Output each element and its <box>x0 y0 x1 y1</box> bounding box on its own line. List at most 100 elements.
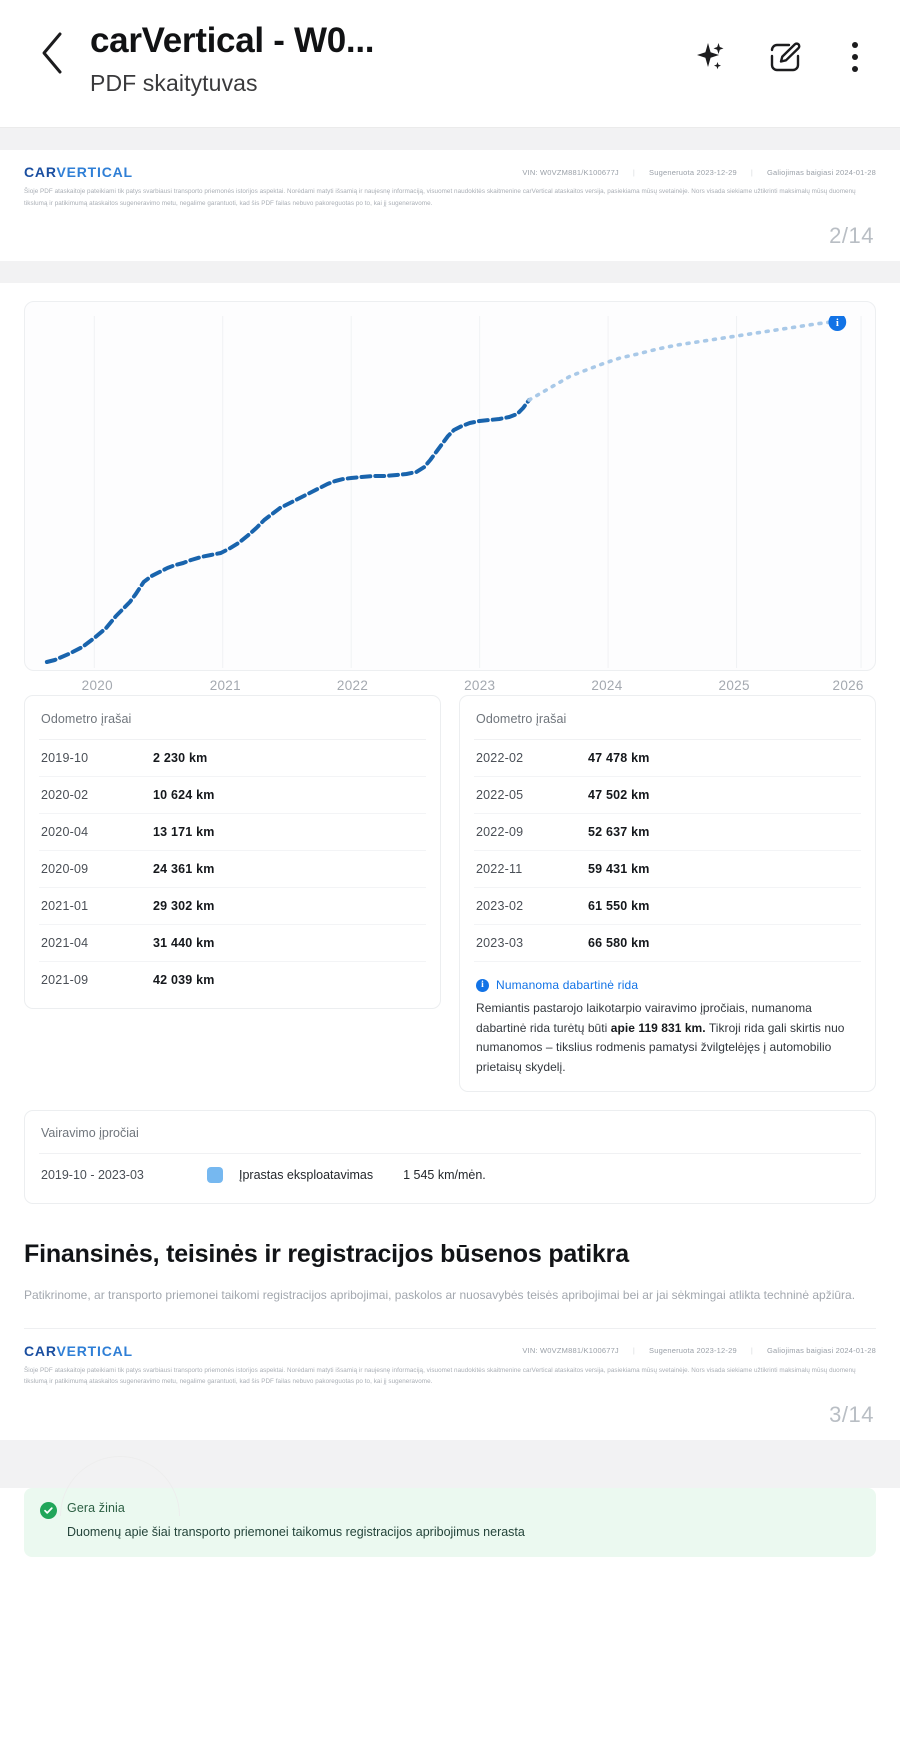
odometer-left-title: Odometro įrašai <box>39 696 426 741</box>
odometer-right-title: Odometro įrašai <box>474 696 861 741</box>
report-meta: VIN: W0VZM881/K100677J | Sugeneruota 202… <box>522 1346 876 1355</box>
driving-habits-label: Įprastas eksploatavimas <box>239 1168 374 1183</box>
x-tick-label: 2020 <box>81 678 113 694</box>
edit-pencil-icon[interactable] <box>764 36 806 78</box>
legend-swatch-icon <box>207 1167 223 1184</box>
page-gap-top <box>0 128 900 150</box>
page-gap-1 <box>0 261 900 284</box>
odometer-value: 66 580 km <box>588 936 650 951</box>
odometer-date: 2021-04 <box>41 936 89 951</box>
table-row: 2020-04 13 171 km <box>39 814 426 852</box>
chart-gridlines <box>93 316 862 669</box>
odometer-date: 2023-03 <box>476 936 524 951</box>
chevron-left-icon <box>39 31 65 75</box>
carvertical-logo: CARVERTICAL <box>24 164 133 180</box>
driving-habits-title: Vairavimo įpročiai <box>39 1111 861 1155</box>
branding-row: CARVERTICAL VIN: W0VZM881/K100677J | Sug… <box>24 164 876 180</box>
page-title: carVertical - W0... <box>90 21 375 60</box>
logo-vertical-text: VERTICAL <box>56 1342 133 1359</box>
good-news-banner: Gera žinia Duomenų apie šiai transporto … <box>24 1487 876 1557</box>
table-row: 2022-05 47 502 km <box>474 777 861 815</box>
report-branding-band-top: CARVERTICAL VIN: W0VZM881/K100677J | Sug… <box>0 150 900 220</box>
odometer-date: 2021-09 <box>41 973 89 988</box>
valid-until-date: Galiojimas baigiasi 2024-01-28 <box>767 167 876 177</box>
table-row: 2021-04 31 440 km <box>39 925 426 963</box>
odometer-date: 2021-01 <box>41 899 89 914</box>
back-button[interactable] <box>26 24 78 82</box>
logo-vertical-text: VERTICAL <box>56 164 133 180</box>
good-news-text-block: Gera žinia Duomenų apie šiai transporto … <box>67 1501 525 1542</box>
table-row: 2023-02 61 550 km <box>474 888 861 926</box>
generated-date: Sugeneruota 2023-12-29 <box>649 167 737 177</box>
x-tick-label: 2022 <box>336 678 369 694</box>
odometer-value: 42 039 km <box>153 973 215 988</box>
pdf-page-2-header: CARVERTICAL VIN: W0VZM881/K100677J | Sug… <box>0 150 900 262</box>
page-gap-2 <box>0 1439 900 1462</box>
report-meta: VIN: W0VZM881/K100677J | Sugeneruota 202… <box>522 168 876 177</box>
odometer-value: 31 440 km <box>153 936 215 951</box>
odometer-value: 2 230 km <box>153 751 208 766</box>
odometer-value: 24 361 km <box>153 862 215 877</box>
odometer-value: 47 502 km <box>588 788 650 803</box>
odometer-chart-card: i 2020 2021 2022 2023 2024 2025 2026 <box>24 283 876 693</box>
odometer-date: 2022-11 <box>476 862 523 877</box>
chart-x-axis: 2020 2021 2022 2023 2024 2025 2026 <box>37 674 864 700</box>
pdf-page-3: i 2020 2021 2022 2023 2024 2025 2026 Odo… <box>0 283 900 1440</box>
odometer-line-chart[interactable]: i <box>35 316 865 669</box>
pdf-viewer-scroll[interactable]: CARVERTICAL VIN: W0VZM881/K100677J | Sug… <box>0 128 900 1557</box>
chart-history-line <box>44 398 532 665</box>
vin-text: VIN: W0VZM881/K100677J <box>522 1346 619 1356</box>
page-number-label: 2/14 <box>829 223 874 249</box>
pdf-page-4-preview: Gera žinia Duomenų apie šiai transporto … <box>0 1455 900 1557</box>
x-tick-label: 2024 <box>591 678 623 694</box>
chart-svg: i <box>44 316 862 669</box>
section-description: Patikrinome, ar transporto priemonei tai… <box>24 1287 856 1302</box>
estimate-header: i Numanoma dabartinė rida <box>476 978 859 992</box>
odometer-date: 2020-04 <box>41 825 89 840</box>
estimate-title: Numanoma dabartinė rida <box>496 978 639 993</box>
chart-frame: i 2020 2021 2022 2023 2024 2025 2026 <box>24 301 876 693</box>
odometer-value: 13 171 km <box>153 825 215 840</box>
branding-row: CARVERTICAL VIN: W0VZM881/K100677J | Sug… <box>24 1343 876 1359</box>
odometer-records-right: Odometro įrašai 2022-02 47 478 km 2022-0… <box>459 695 876 1093</box>
header-title-block: carVertical - W0... PDF skaitytuvas <box>78 20 688 97</box>
table-row: 2023-03 66 580 km <box>474 925 861 963</box>
estimate-text-before: Remiantis pastarojo laikotarpio vairavim… <box>476 1001 812 1035</box>
sparkles-icon[interactable] <box>688 36 730 78</box>
odometer-date: 2023-02 <box>476 899 524 914</box>
good-news-wrap: Gera žinia Duomenų apie šiai transporto … <box>0 1455 900 1557</box>
x-tick-label: 2025 <box>718 678 750 694</box>
estimated-mileage-callout: i Numanoma dabartinė rida Remiantis past… <box>474 976 861 1081</box>
section-heading: Finansinės, teisinės ir registracijos bū… <box>24 1240 629 1269</box>
marker-info-glyph: i <box>836 317 839 329</box>
odometer-value: 10 624 km <box>153 788 215 803</box>
table-row: 2019-10 2 230 km <box>39 740 426 778</box>
estimate-text-after: Tikroji rida gali skirtis nuo numanomos … <box>476 1020 845 1074</box>
table-row: 2022-11 59 431 km <box>474 851 861 889</box>
odometer-date: 2022-05 <box>476 788 524 803</box>
odometer-date: 2020-02 <box>41 788 89 803</box>
report-branding-band-bottom: CARVERTICAL VIN: W0VZM881/K100677J | Sug… <box>0 1328 900 1398</box>
kebab-menu-icon[interactable] <box>840 42 870 72</box>
check-circle-icon <box>40 1501 57 1519</box>
page-subtitle: PDF skaitytuvas <box>90 70 258 97</box>
logo-car-text: CAR <box>24 1342 57 1359</box>
odometer-value: 61 550 km <box>588 899 650 914</box>
report-disclaimer: Šioje PDF ataskaitoje pateikiami tik pat… <box>24 1366 856 1386</box>
table-row: 2020-09 24 361 km <box>39 851 426 889</box>
odometer-records-left: Odometro įrašai 2019-10 2 230 km 2020-02… <box>24 695 441 1010</box>
table-row: 2022-09 52 637 km <box>474 814 861 852</box>
table-row: 2021-01 29 302 km <box>39 888 426 926</box>
meta-divider: | <box>750 1346 754 1356</box>
meta-divider: | <box>632 167 636 177</box>
estimate-body: Remiantis pastarojo laikotarpio vairavim… <box>476 999 859 1077</box>
table-row: 2021-09 42 039 km <box>39 962 426 998</box>
header-actions <box>688 22 874 78</box>
odometer-date: 2022-02 <box>476 751 524 766</box>
logo-car-text: CAR <box>24 164 57 180</box>
odometer-value: 59 431 km <box>588 862 650 877</box>
estimated-mileage-marker <box>828 316 847 332</box>
good-news-title: Gera žinia <box>67 1500 125 1515</box>
good-news-body: Duomenų apie šiai transporto priemonei t… <box>67 1524 525 1539</box>
odometer-date: 2019-10 <box>41 751 89 766</box>
